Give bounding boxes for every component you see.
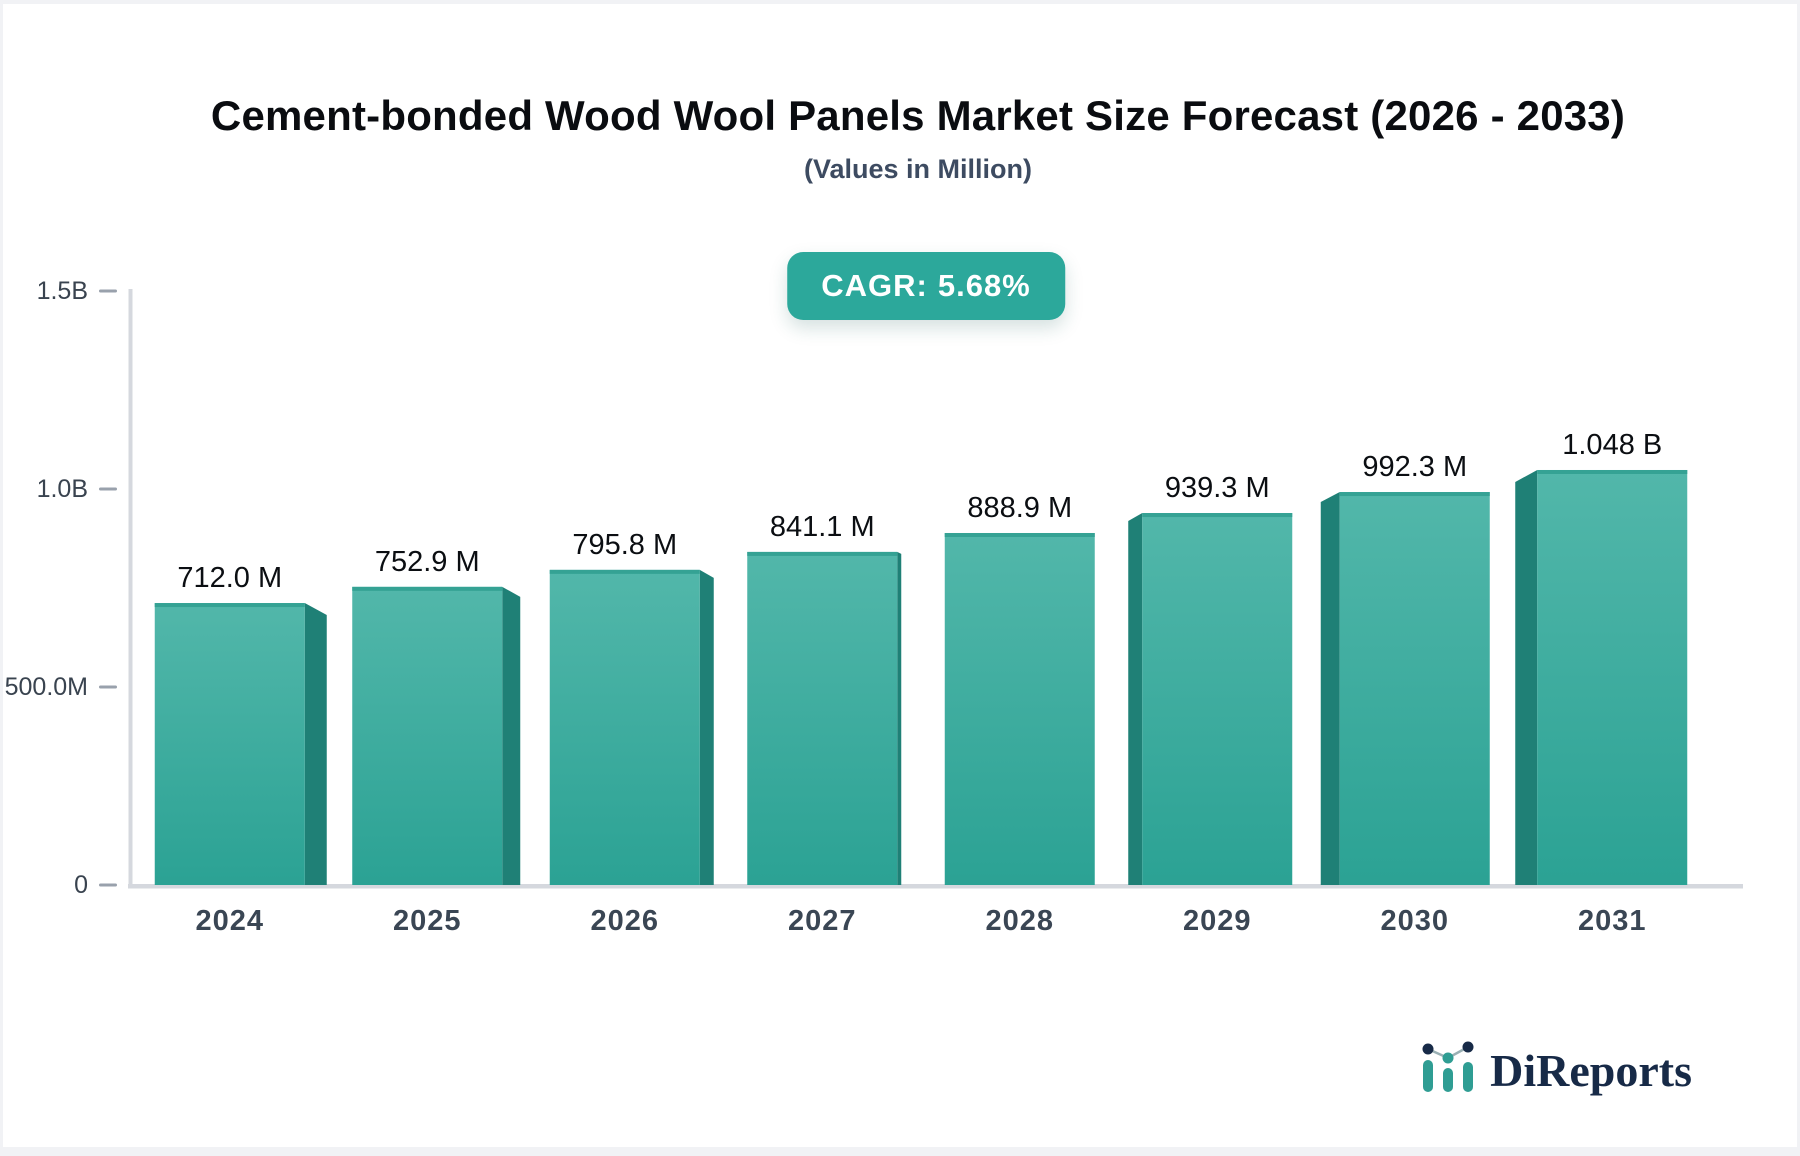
x-tick-label: 2027 xyxy=(788,905,857,937)
axis-labels: 0 500.0M 1.0B 1.5B 712.0 M 2024 752.9 M 2025 795… xyxy=(5,277,1663,937)
bar-top-cap xyxy=(1537,469,1688,474)
bar-group-2024 xyxy=(154,603,327,885)
cagr-badge: CAGR: 5.68% xyxy=(787,252,1065,320)
bar-top-cap xyxy=(944,532,1095,537)
x-tick-label: 2025 xyxy=(393,905,462,937)
bar-top-cap xyxy=(1339,492,1490,497)
bar-top-cap xyxy=(1142,513,1293,518)
bar-side-face xyxy=(1320,492,1340,885)
y-tick-label: 1.0B xyxy=(37,475,88,503)
x-tick-label: 2026 xyxy=(590,905,659,937)
bar-value-label: 841.1 M xyxy=(770,511,875,543)
direports-logo[interactable]: DiReports xyxy=(1420,1040,1692,1094)
x-tick-label: 2024 xyxy=(195,905,264,937)
bar-top-cap xyxy=(154,603,305,608)
bar-group-2027 xyxy=(747,551,902,885)
axes xyxy=(99,289,1743,889)
bar-value-label: 888.9 M xyxy=(967,492,1072,524)
bar-face xyxy=(549,569,700,885)
bar-side-face xyxy=(1515,469,1538,885)
x-tick-label: 2029 xyxy=(1183,905,1252,937)
cagr-value: 5.68% xyxy=(937,268,1031,303)
bar-value-label: 939.3 M xyxy=(1165,472,1270,504)
mini-bar-chart-icon xyxy=(1422,1041,1474,1092)
y-tick-label: 500.0M xyxy=(5,673,88,701)
bar-face xyxy=(1142,513,1293,885)
x-tick-label: 2030 xyxy=(1380,905,1449,937)
bar-face xyxy=(747,551,898,885)
x-axis-line xyxy=(128,884,1743,889)
bar-face xyxy=(944,532,1095,885)
y-tick-label: 1.5B xyxy=(37,277,88,305)
bar-group-2028 xyxy=(944,532,1095,885)
bar-value-label: 712.0 M xyxy=(177,562,282,594)
bar-top-cap xyxy=(747,551,898,556)
bar-group-2031 xyxy=(1515,469,1688,885)
bar-side-face xyxy=(304,603,327,885)
y-axis-line xyxy=(128,289,133,887)
bar-side-face xyxy=(1128,513,1143,885)
bar-group-2030 xyxy=(1320,492,1490,885)
bar-face xyxy=(1339,492,1490,885)
bar-group-2026 xyxy=(549,569,714,885)
bar-side-face xyxy=(502,586,521,885)
bar-face xyxy=(154,603,305,885)
bar-group-2029 xyxy=(1128,513,1293,885)
x-tick-label: 2031 xyxy=(1578,905,1647,937)
bars xyxy=(154,469,1688,885)
bar-side-face xyxy=(699,569,714,885)
y-tick-dash xyxy=(99,685,117,689)
bar-value-label: 992.3 M xyxy=(1362,451,1467,483)
bar-side-face xyxy=(897,551,902,885)
bar-face xyxy=(1537,469,1688,885)
y-tick-dash xyxy=(99,289,117,293)
bar-value-label: 1.048 B xyxy=(1562,429,1662,461)
x-tick-label: 2028 xyxy=(985,905,1054,937)
bar-group-2025 xyxy=(352,586,521,885)
y-tick-dash xyxy=(99,883,117,887)
y-tick-label: 0 xyxy=(74,871,88,899)
bar-value-label: 795.8 M xyxy=(572,529,677,561)
bar-top-cap xyxy=(549,569,700,574)
logo-text: DiReports xyxy=(1490,1045,1692,1096)
bar-top-cap xyxy=(352,586,503,591)
y-tick-dash xyxy=(99,487,117,491)
bar-value-label: 752.9 M xyxy=(375,546,480,578)
bar-face xyxy=(352,586,503,885)
cagr-label: CAGR: xyxy=(821,268,928,303)
